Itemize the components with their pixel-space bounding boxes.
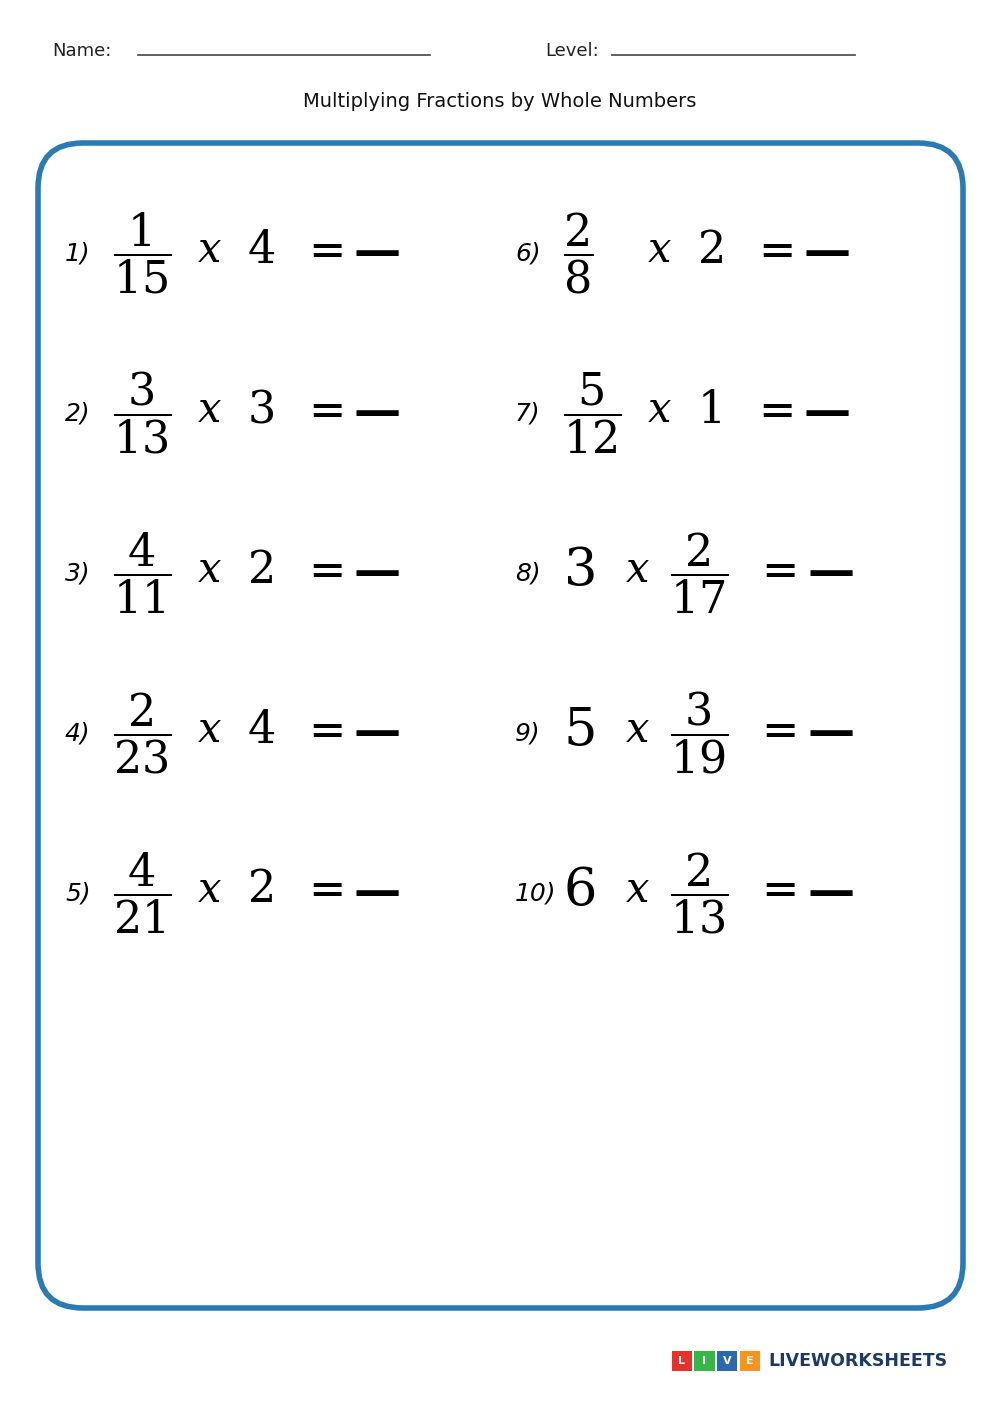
Text: $=$: $=$ [300, 708, 343, 752]
Text: Name:: Name: [52, 42, 111, 59]
Text: I: I [702, 1356, 706, 1366]
Text: $x$: $x$ [625, 550, 650, 591]
Text: —: — [353, 870, 400, 916]
Text: 2): 2) [65, 401, 91, 425]
Text: $\dfrac{5}{12}$: $\dfrac{5}{12}$ [563, 370, 622, 456]
Text: $2$: $2$ [247, 869, 273, 911]
Text: $4$: $4$ [247, 708, 275, 752]
Text: —: — [803, 390, 850, 435]
Text: $\dfrac{2}{13}$: $\dfrac{2}{13}$ [670, 851, 729, 935]
Text: $x$: $x$ [197, 709, 222, 750]
Text: $x$: $x$ [647, 229, 672, 271]
Text: $x$: $x$ [625, 869, 650, 911]
Text: $=$: $=$ [300, 389, 343, 431]
Text: $\dfrac{4}{21}$: $\dfrac{4}{21}$ [113, 851, 172, 935]
Text: 7): 7) [515, 401, 541, 425]
Text: —: — [807, 551, 854, 595]
Text: —: — [353, 390, 400, 435]
Text: 4): 4) [65, 721, 91, 745]
Text: $x$: $x$ [647, 389, 672, 431]
Text: $2$: $2$ [697, 229, 723, 271]
FancyBboxPatch shape [672, 1351, 692, 1371]
Text: $=$: $=$ [300, 229, 343, 271]
Text: —: — [353, 230, 400, 276]
Text: $6$: $6$ [563, 863, 595, 916]
FancyBboxPatch shape [740, 1351, 760, 1371]
Text: $\dfrac{2}{23}$: $\dfrac{2}{23}$ [113, 690, 172, 776]
Text: $\dfrac{4}{11}$: $\dfrac{4}{11}$ [113, 530, 172, 616]
Text: 6): 6) [515, 242, 541, 266]
Text: $3$: $3$ [563, 544, 595, 596]
Text: —: — [353, 711, 400, 756]
Text: $5$: $5$ [563, 704, 595, 756]
Text: —: — [803, 230, 850, 276]
Text: $=$: $=$ [750, 229, 793, 271]
Text: $\dfrac{3}{19}$: $\dfrac{3}{19}$ [670, 690, 729, 777]
FancyBboxPatch shape [38, 143, 963, 1308]
Text: 5): 5) [65, 880, 91, 904]
Text: Multiplying Fractions by Whole Numbers: Multiplying Fractions by Whole Numbers [303, 92, 697, 110]
Text: $=$: $=$ [300, 548, 343, 592]
Text: $4$: $4$ [247, 229, 275, 271]
Text: $\dfrac{3}{13}$: $\dfrac{3}{13}$ [113, 370, 172, 456]
Text: E: E [746, 1356, 753, 1366]
Text: —: — [807, 870, 854, 916]
Text: $=$: $=$ [750, 389, 793, 431]
Text: —: — [353, 551, 400, 595]
Text: $\dfrac{2}{8}$: $\dfrac{2}{8}$ [563, 211, 593, 295]
Text: $\dfrac{2}{17}$: $\dfrac{2}{17}$ [670, 530, 729, 616]
Text: $2$: $2$ [247, 548, 273, 592]
Text: $x$: $x$ [197, 550, 222, 591]
Text: $=$: $=$ [300, 869, 343, 911]
FancyBboxPatch shape [694, 1351, 714, 1371]
Text: V: V [723, 1356, 731, 1366]
Text: 10): 10) [515, 880, 556, 904]
Text: $=$: $=$ [753, 869, 796, 911]
Text: 8): 8) [515, 561, 541, 585]
Text: $1$: $1$ [697, 389, 721, 431]
Text: 9): 9) [515, 721, 541, 745]
Text: $=$: $=$ [753, 708, 796, 752]
Text: 3): 3) [65, 561, 91, 585]
Text: $x$: $x$ [197, 389, 222, 431]
Text: $=$: $=$ [753, 548, 796, 592]
Text: $x$: $x$ [197, 229, 222, 271]
FancyBboxPatch shape [717, 1351, 737, 1371]
Text: $x$: $x$ [197, 869, 222, 911]
Text: LIVEWORKSHEETS: LIVEWORKSHEETS [768, 1352, 947, 1371]
Text: Level:: Level: [545, 42, 599, 59]
Text: L: L [678, 1356, 685, 1366]
Text: $x$: $x$ [625, 709, 650, 750]
Text: 1): 1) [65, 242, 91, 266]
Text: $\dfrac{1}{15}$: $\dfrac{1}{15}$ [113, 211, 172, 295]
Text: —: — [807, 711, 854, 756]
Text: $3$: $3$ [247, 389, 274, 431]
